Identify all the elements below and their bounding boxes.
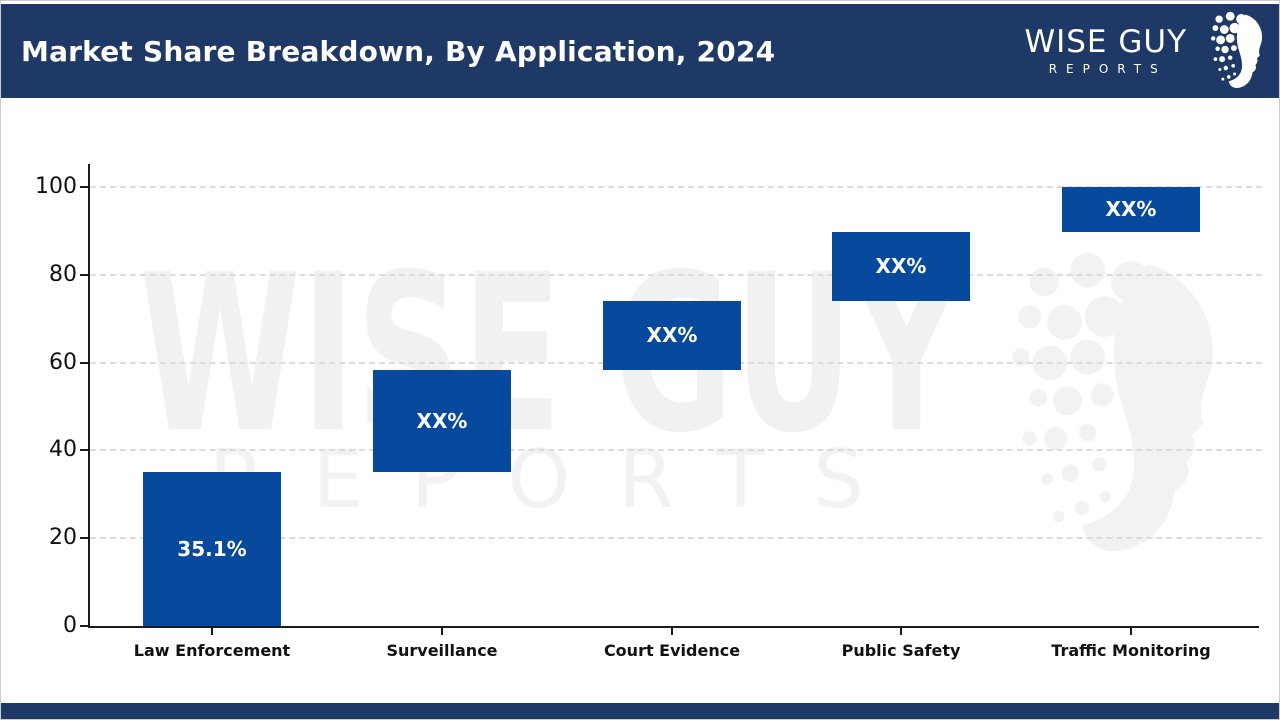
bar-segment: XX%	[832, 231, 970, 302]
logo-text: WISE GUY REPORTS	[1024, 24, 1187, 76]
x-tick-0	[211, 628, 213, 635]
x-tick-2	[671, 628, 673, 635]
y-tick-label-20: 20	[49, 525, 77, 551]
header-band: Market Share Breakdown, By Application, …	[1, 4, 1279, 98]
x-category-label: Public Safety	[841, 641, 961, 660]
y-tick-label-0: 0	[63, 613, 77, 638]
y-tick-80	[80, 273, 89, 276]
y-tick-100	[80, 186, 89, 188]
watermark-subtitle: REPORTS	[209, 433, 912, 526]
y-tick-label-40: 40	[49, 437, 77, 463]
watermark-face-icon	[1012, 252, 1213, 552]
gridline-100	[90, 186, 1262, 188]
x-category-label: Law Enforcement	[133, 641, 291, 660]
x-category-label: Court Evidence	[603, 641, 741, 660]
y-tick-20	[80, 537, 89, 540]
x-category-label: Surveillance	[386, 641, 498, 660]
y-tick-60	[80, 361, 89, 364]
bar-value-label: XX%	[875, 254, 927, 279]
dotted-face-icon	[1210, 11, 1263, 89]
logo-subtitle: REPORTS	[1048, 62, 1167, 76]
y-tick-0	[80, 625, 89, 627]
x-tick-4	[1130, 628, 1132, 635]
x-tick-3	[900, 628, 902, 635]
bar-value-label: XX%	[646, 323, 698, 348]
page-title: Market Share Breakdown, By Application, …	[21, 34, 776, 68]
x-axis-line	[88, 626, 1259, 628]
bar-segment: XX%	[603, 301, 741, 370]
gridline-40	[90, 449, 1262, 452]
logo-wordmark: WISE GUY	[1024, 24, 1187, 60]
y-tick-40	[80, 449, 89, 452]
watermark-wordmark: WISE GUY	[139, 229, 960, 482]
y-tick-label-60: 60	[49, 349, 77, 375]
footer-band	[1, 703, 1279, 719]
bar-value-label: XX%	[416, 408, 468, 433]
bar-segment: XX%	[373, 369, 511, 472]
bar-segment: XX%	[1062, 187, 1200, 232]
gridline-20	[90, 537, 1262, 540]
gridline-80	[90, 273, 1262, 276]
x-category-label: Traffic Monitoring	[1051, 641, 1211, 660]
y-tick-label-100: 100	[35, 174, 77, 199]
y-axis-line	[88, 164, 90, 627]
wise-guy-reports-logo: WISE GUY REPORTS	[1024, 10, 1265, 92]
x-tick-1	[441, 628, 443, 635]
bar-value-label: XX%	[1105, 197, 1157, 222]
bar-segment: 35.1%	[143, 471, 281, 626]
y-tick-label-80: 80	[49, 261, 77, 287]
bar-value-label: 35.1%	[177, 536, 247, 561]
